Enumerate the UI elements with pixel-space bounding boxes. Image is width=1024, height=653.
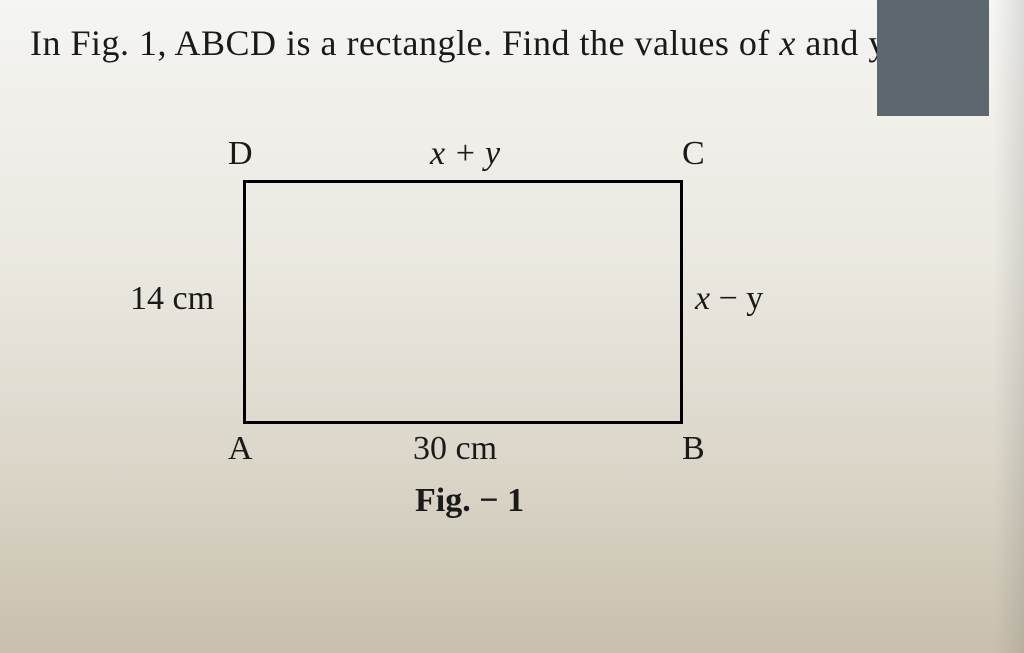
left-side-dimension: 14 cm (130, 280, 214, 318)
right-expr-minus: − (710, 280, 746, 317)
vertex-label-a: A (228, 430, 253, 468)
top-expr-text: x + y (430, 135, 500, 172)
question-prefix: In Fig. 1, ABCD is a rectangle. Find the… (30, 23, 779, 63)
page-edge-shadow (994, 0, 1024, 653)
vertex-label-d: D (228, 135, 253, 173)
question-var-x: x (779, 23, 795, 63)
vertex-label-c: C (682, 135, 705, 173)
figure-caption: Fig. − 1 (415, 482, 524, 520)
question-text: In Fig. 1, ABCD is a rectangle. Find the… (30, 22, 894, 64)
top-side-expression: x + y (430, 135, 500, 173)
highlight-overlay (877, 0, 989, 116)
right-side-expression: x − y (695, 280, 763, 318)
diagram-container: D C A B x + y 14 cm x − y 30 cm Fig. − 1 (120, 130, 840, 570)
rectangle-abcd (243, 180, 683, 424)
right-expr-y: y (746, 280, 763, 317)
question-connector: and (796, 23, 868, 63)
bottom-side-dimension: 30 cm (413, 430, 497, 468)
right-expr-x: x (695, 280, 710, 317)
vertex-label-b: B (682, 430, 705, 468)
